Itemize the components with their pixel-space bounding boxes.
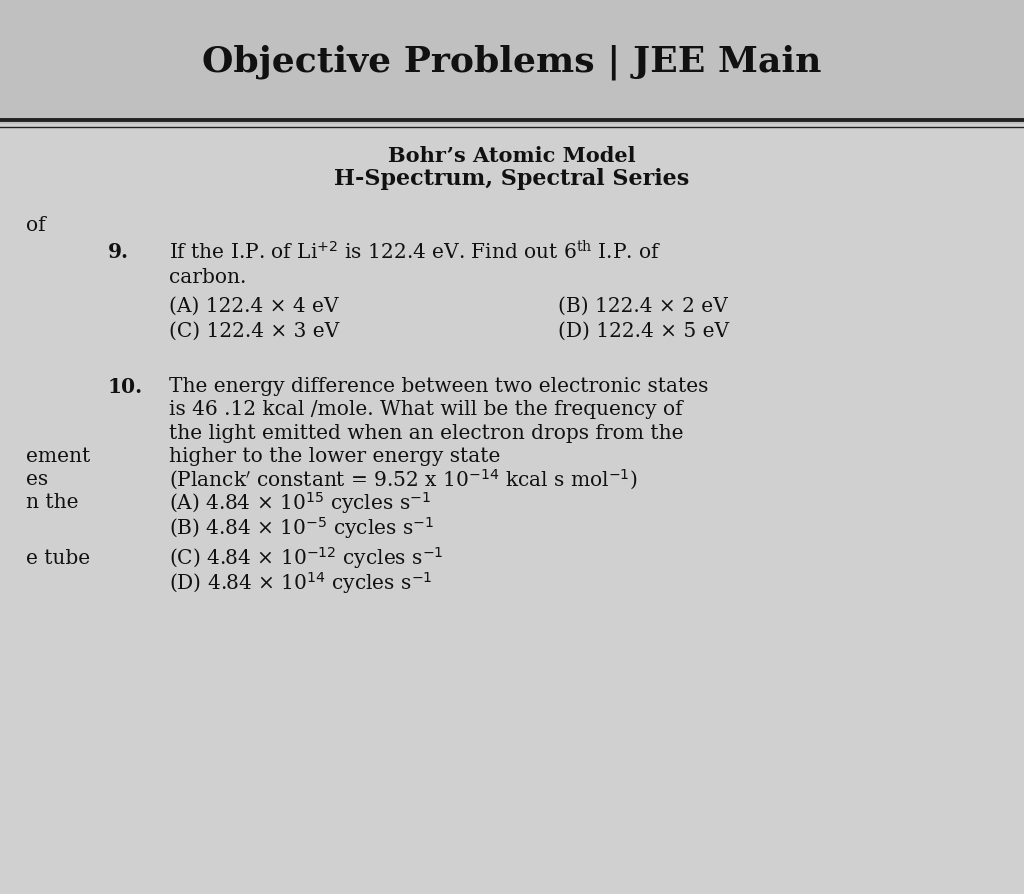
Text: es: es [26,469,48,489]
Text: (B) 4.84 × 10$^{-5}$ cycles s$^{-1}$: (B) 4.84 × 10$^{-5}$ cycles s$^{-1}$ [169,515,434,540]
Text: n the: n the [26,493,78,512]
Text: carbon.: carbon. [169,267,247,287]
Text: Bohr’s Atomic Model: Bohr’s Atomic Model [388,146,636,165]
Text: (B) 122.4 × 2 eV: (B) 122.4 × 2 eV [558,296,728,316]
Text: The energy difference between two electronic states: The energy difference between two electr… [169,376,709,396]
Text: of: of [26,215,45,235]
Text: (D) 122.4 × 5 eV: (D) 122.4 × 5 eV [558,321,729,341]
Text: (C) 122.4 × 3 eV: (C) 122.4 × 3 eV [169,321,339,341]
Text: higher to the lower energy state: higher to the lower energy state [169,446,501,466]
Text: 10.: 10. [108,376,142,396]
Text: If the I.P. of Li$^{+2}$ is 122.4 eV. Find out 6$^{\mathregular{th}}$ I.P. of: If the I.P. of Li$^{+2}$ is 122.4 eV. Fi… [169,240,662,264]
Text: (A) 4.84 × 10$^{15}$ cycles s$^{-1}$: (A) 4.84 × 10$^{15}$ cycles s$^{-1}$ [169,490,431,515]
Text: ement: ement [26,446,90,466]
Text: 9.: 9. [108,242,129,262]
Text: (A) 122.4 × 4 eV: (A) 122.4 × 4 eV [169,296,339,316]
FancyBboxPatch shape [0,0,1024,125]
Text: is 46 .12 kcal /mole. What will be the frequency of: is 46 .12 kcal /mole. What will be the f… [169,400,683,419]
Text: e tube: e tube [26,548,90,568]
Text: the light emitted when an electron drops from the: the light emitted when an electron drops… [169,423,683,443]
Text: (C) 4.84 × 10$^{-12}$ cycles s$^{-1}$: (C) 4.84 × 10$^{-12}$ cycles s$^{-1}$ [169,545,443,570]
Text: (D) 4.84 × 10$^{14}$ cycles s$^{-1}$: (D) 4.84 × 10$^{14}$ cycles s$^{-1}$ [169,570,432,595]
Text: Objective Problems | JEE Main: Objective Problems | JEE Main [203,45,821,80]
Text: (Planck$'$ constant = 9.52 x 10$^{-14}$ kcal s mol$^{-1}$): (Planck$'$ constant = 9.52 x 10$^{-14}$ … [169,467,638,492]
Text: H-Spectrum, Spectral Series: H-Spectrum, Spectral Series [335,168,689,190]
